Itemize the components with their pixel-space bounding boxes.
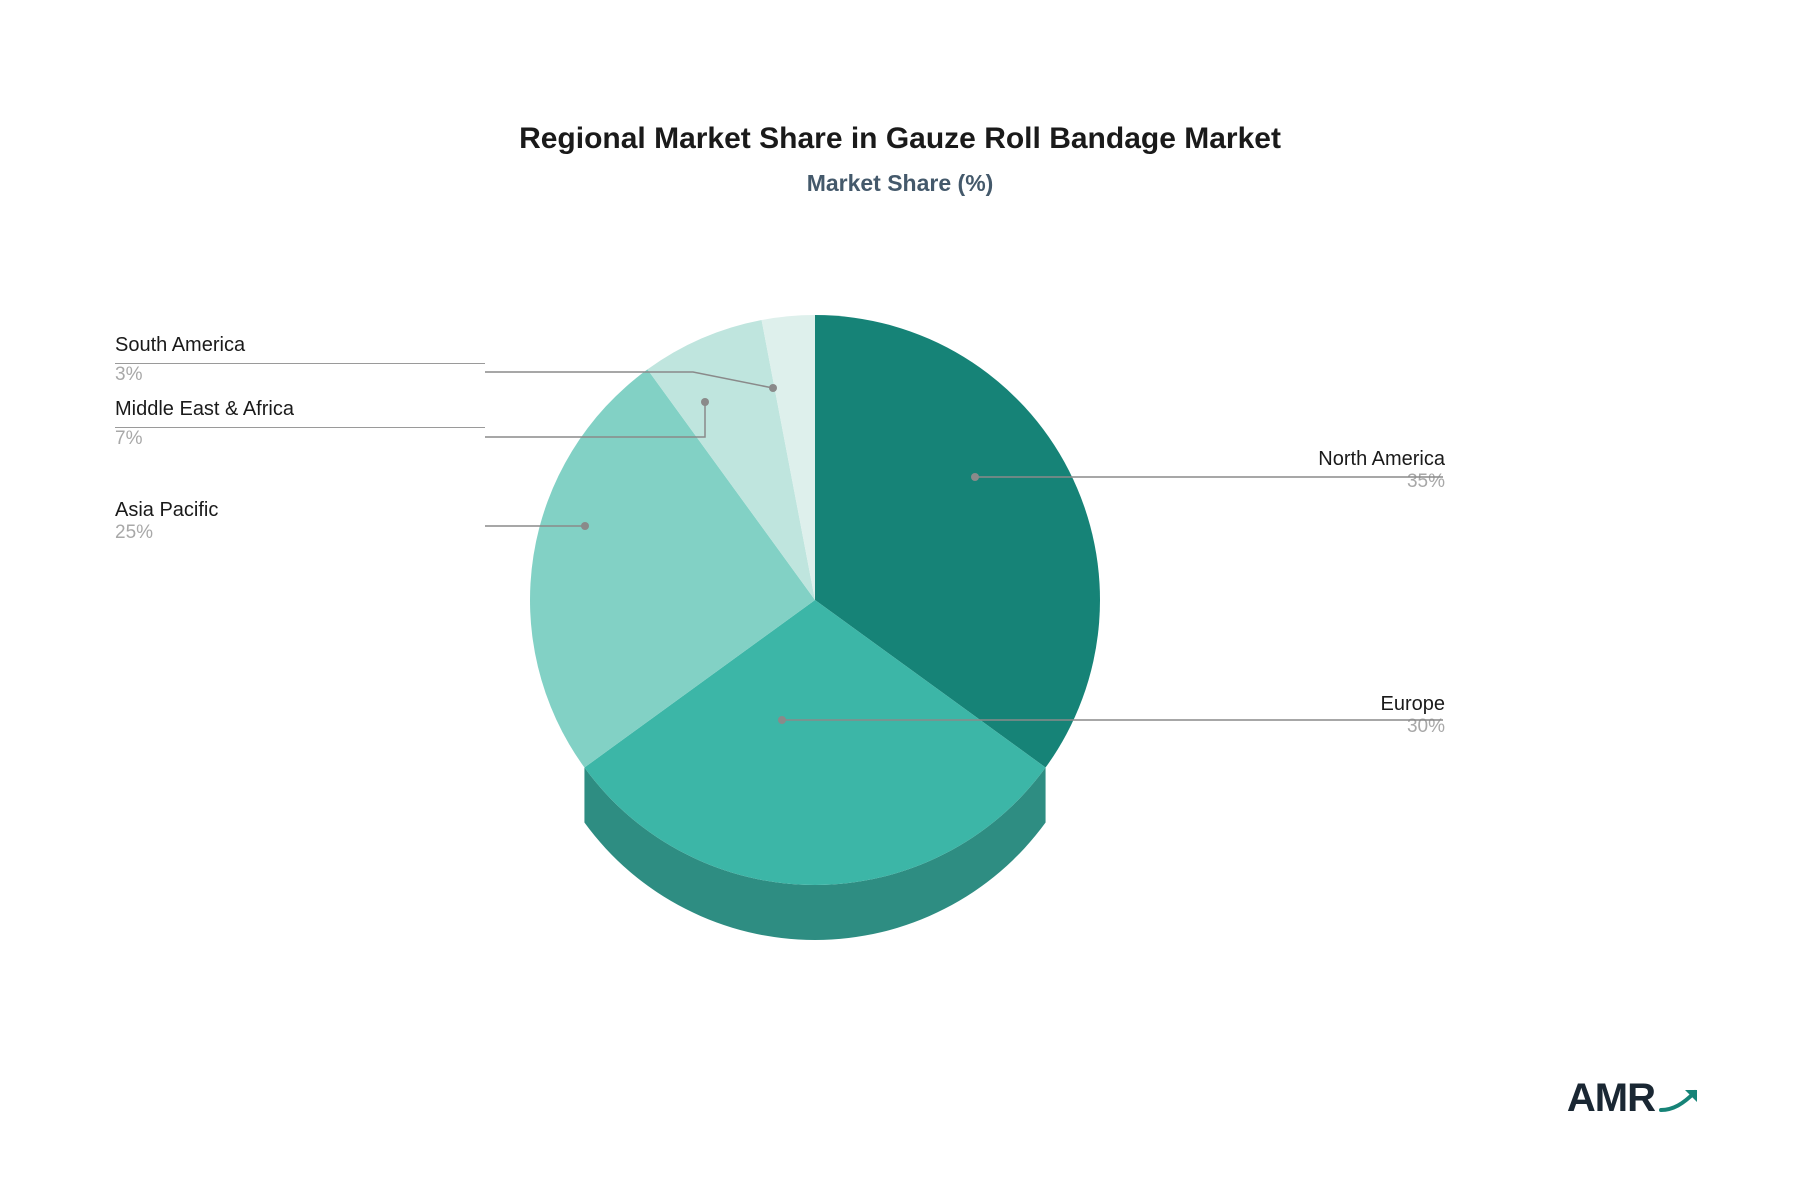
label-south-america-pct: 3%	[115, 364, 485, 387]
label-middle-east-africa-pct: 7%	[115, 428, 485, 451]
label-asia-pacific-pct: 25%	[115, 522, 415, 545]
pie-chart-svg	[490, 300, 1140, 950]
label-north-america-name: North America	[1125, 447, 1445, 471]
amr-logo-arrow-icon	[1659, 1084, 1705, 1114]
amr-logo: AMR	[1567, 1076, 1705, 1121]
label-europe-pct: 30%	[1125, 716, 1445, 739]
chart-title: Regional Market Share in Gauze Roll Band…	[0, 122, 1800, 156]
label-middle-east-africa: Middle East & Africa 7%	[115, 397, 485, 451]
label-south-america-name: South America	[115, 333, 485, 357]
label-north-america-pct: 35%	[1125, 471, 1445, 494]
chart-subtitle: Market Share (%)	[0, 170, 1800, 197]
label-north-america: North America 35%	[1125, 447, 1445, 494]
label-south-america: South America 3%	[115, 333, 485, 387]
label-asia-pacific: Asia Pacific 25%	[115, 498, 415, 545]
label-asia-pacific-name: Asia Pacific	[115, 498, 415, 522]
amr-logo-text: AMR	[1567, 1076, 1655, 1121]
label-middle-east-africa-name: Middle East & Africa	[115, 397, 485, 421]
label-europe: Europe 30%	[1125, 692, 1445, 739]
pie-chart	[490, 300, 1140, 950]
label-europe-name: Europe	[1125, 692, 1445, 716]
